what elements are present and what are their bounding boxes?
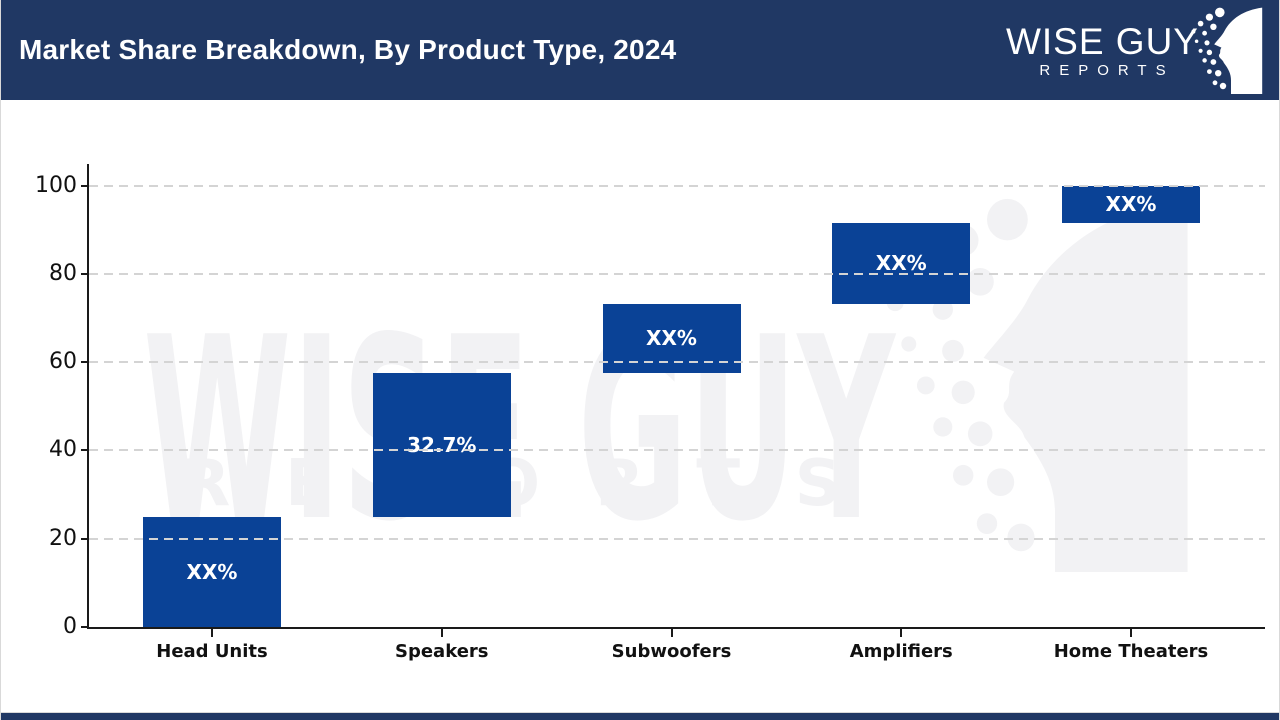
x-axis-tick [900, 629, 903, 637]
gridline [89, 449, 1265, 452]
logo-subtitle: REPORTS [1039, 61, 1175, 79]
x-axis-tick [1130, 629, 1132, 637]
bar-value-label: 32.7% [407, 432, 477, 457]
waterfall-bar: 32.7% [372, 372, 511, 518]
page-title: Market Share Breakdown, By Product Type,… [19, 34, 677, 65]
logo-text: WISE GUY REPORTS [1006, 23, 1199, 78]
x-axis-tick [440, 629, 443, 637]
y-axis-spine [87, 164, 89, 629]
waterfall-bar: XX% [143, 517, 281, 627]
y-axis-tick [81, 537, 89, 540]
y-axis-tick-label: 100 [35, 172, 77, 198]
gridline [89, 537, 1265, 540]
y-axis-tick-label: 0 [63, 614, 77, 639]
gridline [89, 184, 1265, 187]
logo-wordmark: WISE GUY [1005, 20, 1199, 62]
header-bar: Market Share Breakdown, By Product Type,… [1, 0, 1279, 100]
x-axis-tick [211, 629, 213, 637]
waterfall-bar: XX% [832, 223, 971, 304]
watermark-wordmark: WISE GUY [143, 295, 896, 535]
y-axis-tick-label: 20 [49, 525, 77, 551]
x-axis-category-label: Amplifiers [849, 641, 953, 662]
wiseguy-logo: WISE GUY REPORTS [1006, 6, 1263, 94]
watermark-line2: REPORTS [181, 447, 841, 521]
watermark-subtitle: REPORTS [181, 447, 841, 521]
x-axis-category-label: Home Theaters [1053, 641, 1209, 662]
x-axis-spine [87, 627, 1265, 629]
watermark-line1: WISE GUY [143, 295, 896, 535]
x-axis-category-label: Head Units [156, 641, 268, 662]
bar-value-label: XX% [186, 560, 238, 585]
y-axis-tick [81, 184, 89, 187]
y-axis-tick-label: 60 [49, 349, 77, 375]
bar-value-label: XX% [646, 326, 697, 351]
gridline [89, 361, 1265, 364]
wiseguy-face-profile-dots-icon [1191, 7, 1263, 94]
x-axis-tick [670, 629, 673, 637]
y-axis-tick-label: 80 [49, 260, 77, 286]
bar-value-label: XX% [875, 251, 927, 276]
y-axis-tick [81, 272, 89, 275]
y-axis-tick-label: 40 [49, 437, 77, 463]
y-axis-tick [81, 449, 89, 452]
y-axis-tick [81, 361, 89, 364]
x-axis-category-label: Speakers [395, 641, 489, 662]
bar-value-label: XX% [1105, 192, 1157, 217]
y-axis-tick [81, 626, 89, 628]
gridline [89, 272, 1265, 275]
footer-bar [1, 712, 1279, 720]
wiseguy-face-profile-dots-watermark-icon [886, 198, 1188, 572]
waterfall-bar: XX% [1062, 185, 1200, 224]
x-axis-category-label: Subwoofers [611, 641, 732, 662]
